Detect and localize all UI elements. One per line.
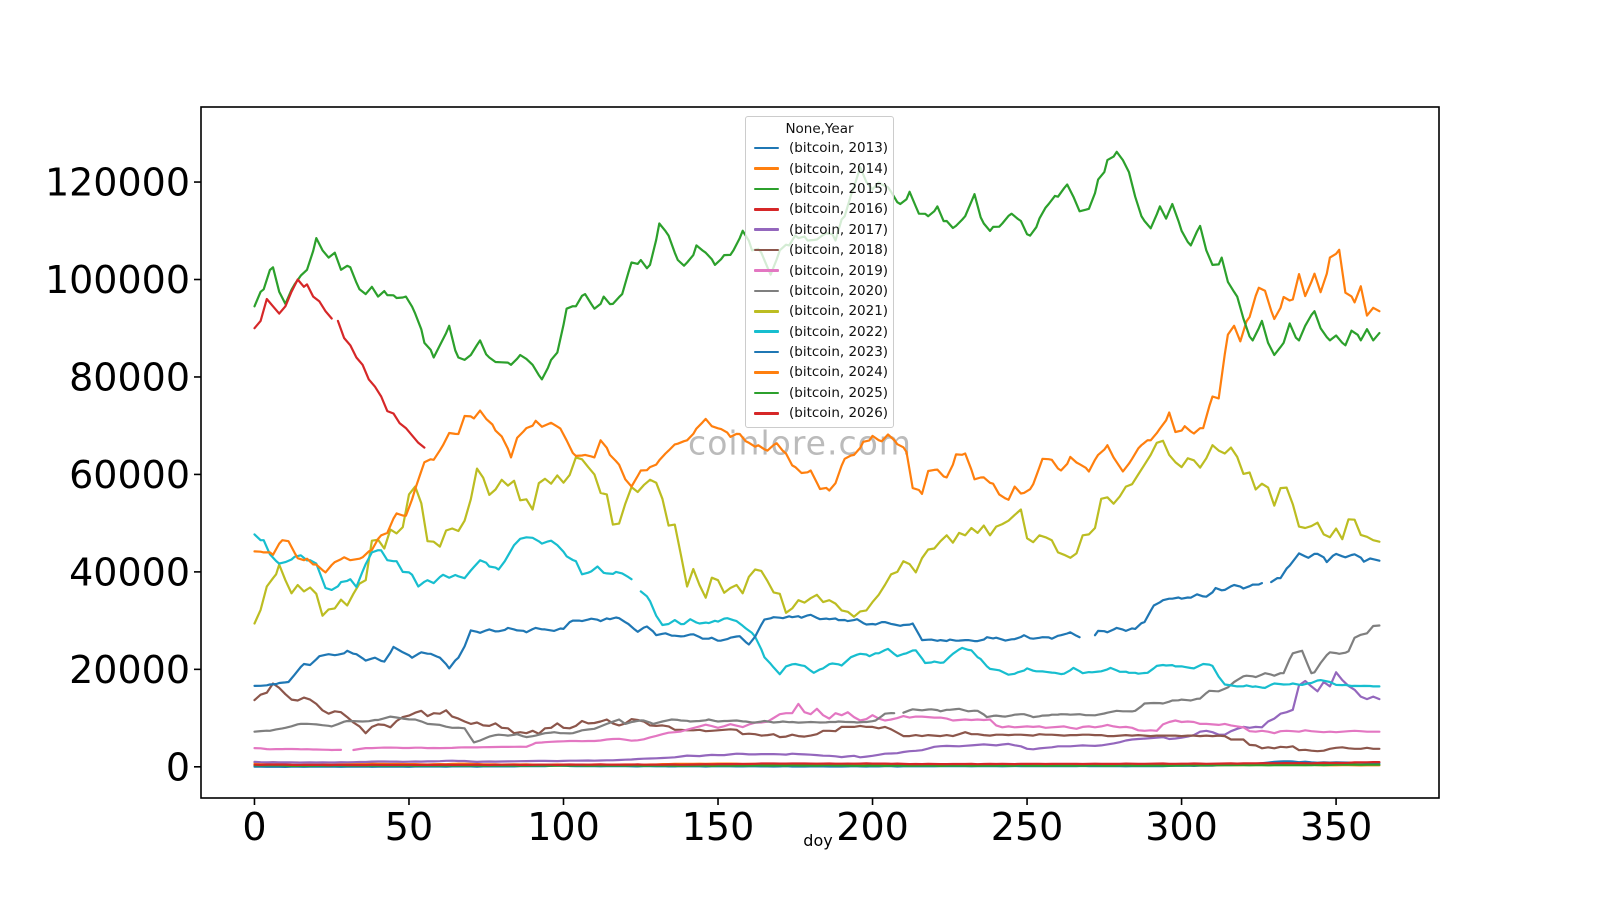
x-axis-label: doy <box>803 831 833 850</box>
legend-item-label: (bitcoin, 2016) <box>789 201 889 218</box>
series-line-2022 <box>253 533 1381 689</box>
legend-item-label: (bitcoin, 2021) <box>789 303 889 320</box>
legend-item-label: (bitcoin, 2014) <box>789 160 889 177</box>
legend-item-label: (bitcoin, 2019) <box>789 262 889 279</box>
legend-item-2014: (bitcoin, 2014) <box>746 158 893 178</box>
legend-item-label: (bitcoin, 2026) <box>789 405 889 422</box>
legend-item-2024: (bitcoin, 2024) <box>746 362 893 382</box>
legend-item-label: (bitcoin, 2022) <box>789 323 889 340</box>
x-tick-label: 50 <box>385 805 433 849</box>
legend-item-2013: (bitcoin, 2013) <box>746 138 893 158</box>
x-tick-label: 200 <box>836 805 909 849</box>
series-line-2023 <box>253 552 1381 687</box>
legend-line-sample <box>754 167 779 170</box>
legend-item-2025: (bitcoin, 2025) <box>746 383 893 403</box>
legend-line-sample <box>754 208 779 211</box>
legend-item-label: (bitcoin, 2018) <box>789 242 889 259</box>
legend-item-2022: (bitcoin, 2022) <box>746 322 893 342</box>
series-line-2021 <box>253 439 1381 625</box>
legend-title: None,Year <box>785 121 854 137</box>
legend-line-sample <box>754 310 779 313</box>
legend-line-sample <box>754 228 779 232</box>
x-tick-label: 250 <box>991 805 1064 849</box>
legend-item-2018: (bitcoin, 2018) <box>746 240 893 260</box>
y-tick-label: 80000 <box>69 355 190 399</box>
legend-item-2026: (bitcoin, 2026) <box>746 403 893 423</box>
legend-item-label: (bitcoin, 2017) <box>789 221 889 238</box>
legend-item-label: (bitcoin, 2023) <box>789 344 889 361</box>
x-tick-label: 300 <box>1145 805 1218 849</box>
legend-line-sample <box>754 371 779 374</box>
series-line-2026 <box>253 278 426 449</box>
y-tick-label: 0 <box>166 745 190 789</box>
legend-line-sample <box>754 187 779 191</box>
y-tick-label: 40000 <box>69 550 190 594</box>
x-tick-label: 150 <box>682 805 755 849</box>
legend-item-label: (bitcoin, 2025) <box>789 384 889 401</box>
legend-item-label: (bitcoin, 2015) <box>789 180 889 197</box>
legend-item-2015: (bitcoin, 2015) <box>746 179 893 199</box>
plot-frame <box>200 106 1440 799</box>
watermark: coinlore.com <box>688 423 912 463</box>
legend-line-sample <box>754 269 779 272</box>
series-line-2020 <box>253 624 1381 744</box>
series-line-2017 <box>253 671 1381 764</box>
legend-item-label: (bitcoin, 2020) <box>789 282 889 299</box>
series-line-2018 <box>253 682 1381 753</box>
legend-item-2020: (bitcoin, 2020) <box>746 281 893 301</box>
x-tick-label: 100 <box>527 805 600 849</box>
y-tick-label: 120000 <box>45 161 190 205</box>
y-tick-label: 60000 <box>69 453 190 497</box>
series-line-2016 <box>253 761 1381 767</box>
legend-item-2016: (bitcoin, 2016) <box>746 199 893 219</box>
legend-line-sample <box>754 330 779 333</box>
legend-item-2023: (bitcoin, 2023) <box>746 342 893 362</box>
x-tick-label: 0 <box>242 805 266 849</box>
legend-item-2021: (bitcoin, 2021) <box>746 301 893 321</box>
legend-line-sample <box>754 350 779 354</box>
series-line-2024 <box>253 248 1381 574</box>
x-tick-label: 350 <box>1300 805 1373 849</box>
legend-line-sample <box>754 146 779 150</box>
y-tick-label: 100000 <box>45 258 190 302</box>
y-tick-label: 20000 <box>69 648 190 692</box>
legend-item-label: (bitcoin, 2024) <box>789 364 889 381</box>
legend-item-2017: (bitcoin, 2017) <box>746 220 893 240</box>
legend: None,Year (bitcoin, 2013) (bitcoin, 2014)… <box>745 116 894 429</box>
legend-item-label: (bitcoin, 2013) <box>789 140 889 157</box>
legend-line-sample <box>754 411 779 415</box>
legend-line-sample <box>754 248 779 252</box>
legend-line-sample <box>754 289 779 293</box>
legend-item-2019: (bitcoin, 2019) <box>746 260 893 280</box>
series-line-2019 <box>253 702 1381 752</box>
legend-line-sample <box>754 391 779 395</box>
